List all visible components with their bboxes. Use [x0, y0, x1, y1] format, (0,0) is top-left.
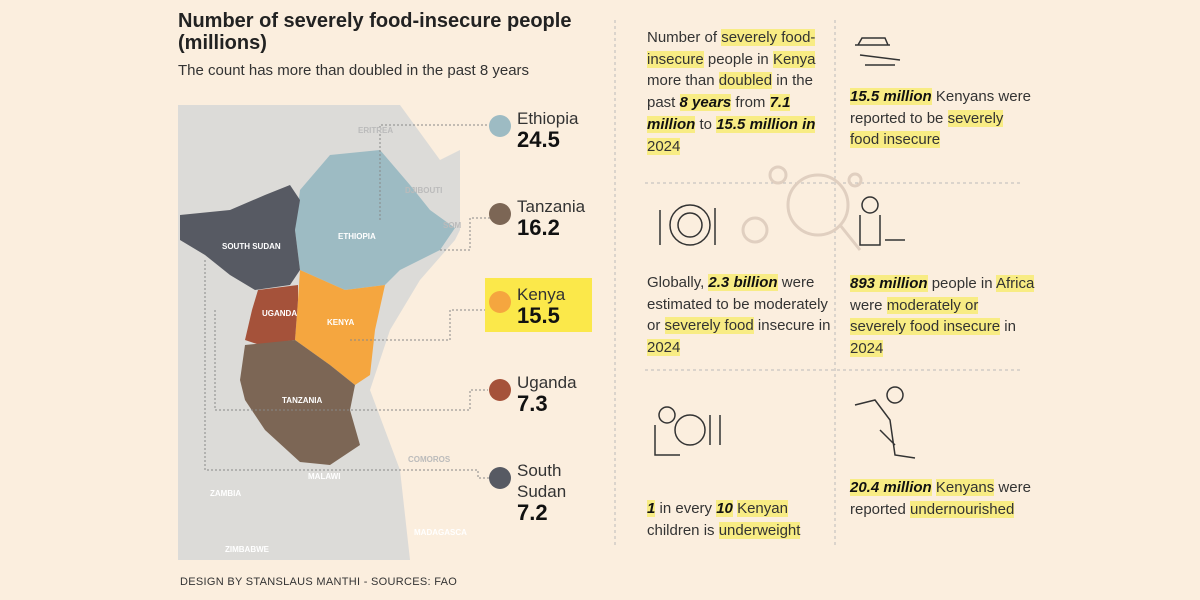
country-value: 7.2 [517, 500, 548, 525]
stat-text: 15.5 million Kenyans were reported to be… [850, 86, 1035, 151]
legend-dot [489, 379, 511, 401]
stat-text: 20.4 million Kenyans were reported under… [850, 477, 1035, 520]
region-ethiopia [295, 150, 455, 290]
footer: DESIGN BY STANSLAUS MANTHI - SOURCES: FA… [180, 576, 458, 588]
legend-item: Kenya 15.5 [517, 284, 597, 327]
stat-segment: Kenyan [737, 500, 788, 517]
legend-dot [489, 291, 511, 313]
stat-segment: Number of [647, 29, 722, 46]
stat-segment: undernourished [910, 500, 1015, 518]
legend-item: South Sudan 7.2 [517, 460, 597, 524]
country-name: Ethiopia [517, 109, 579, 128]
stat-segment: Africa [995, 275, 1035, 292]
map-label: ZIMBABWE [225, 545, 270, 554]
stat-segment: underweight [718, 521, 801, 539]
map-label: MADAGASCA [414, 528, 467, 537]
stat-segment: children is [647, 521, 719, 539]
stat-segment: 2.3 billion [708, 274, 778, 291]
stat-segment: doubled [718, 72, 773, 90]
country-name: South Sudan [517, 461, 567, 501]
legend-dots [489, 115, 511, 489]
country-value: 15.5 [517, 303, 560, 328]
map-label: KENYA [327, 318, 354, 327]
country-value: 7.3 [517, 391, 548, 416]
stat-segment: more than [647, 72, 719, 90]
stat-segment: Kenyans [935, 479, 995, 496]
stat-segment: Kenyans were reported to be [850, 88, 1031, 127]
country-name: Uganda [517, 373, 577, 392]
stat-text: 1 in every 10 Kenyan children is underwe… [647, 498, 832, 541]
map-label: SOM [443, 221, 462, 230]
legend-item: Uganda 7.3 [517, 372, 597, 415]
stat-segment: in the past [647, 72, 813, 112]
legend-item: Tanzania 16.2 [517, 196, 597, 239]
subtitle: The count has more than doubled in the p… [178, 62, 530, 79]
legend-item: Ethiopia 24.5 [517, 108, 597, 151]
stat-segment: from [731, 94, 770, 112]
map-label: SOUTH SUDAN [222, 242, 281, 251]
title: Number of severely food-insecure people … [178, 10, 572, 54]
stat-segment: Globally, [647, 274, 709, 291]
stat-segment: insecure in [753, 317, 831, 335]
legend-dot [489, 203, 511, 225]
stat-segment: 8 years [679, 94, 732, 112]
stat-segment: people in [927, 275, 996, 292]
stat-segment: 20.4 million [850, 479, 932, 496]
map-label: ZAMBIA [210, 489, 241, 498]
stat-segment: were [850, 296, 887, 314]
region-kenya [295, 270, 385, 385]
map-label: MALAWI [308, 472, 340, 481]
stat-segment: were reported [850, 479, 1031, 518]
stat-segment: severely food [664, 317, 754, 335]
map-label: COMOROS [408, 455, 451, 464]
stat-text: Number of severely food-insecure people … [647, 27, 832, 157]
map-label: ERITREA [358, 126, 393, 135]
map-label: DJIBOUTI [405, 186, 442, 195]
stat-text: 893 million people in Africa were modera… [850, 273, 1035, 360]
region-tanzania [240, 340, 360, 465]
stat-segment: 10 [716, 500, 733, 517]
region-uganda [245, 285, 298, 345]
leader-lines [204, 124, 490, 479]
country-value: 16.2 [517, 215, 560, 240]
stat-segment: 15.5 million in [716, 115, 816, 133]
map-label: ETHIOPIA [338, 232, 376, 241]
stat-segment: 15.5 million [850, 88, 932, 105]
logo [741, 165, 863, 251]
stat-segment: 1 [647, 500, 656, 517]
icons [654, 37, 916, 459]
dividers [614, 20, 1020, 545]
map-labels: ERITREA DJIBOUTI SOM ETHIOPIA SOUTH SUDA… [210, 126, 467, 554]
stat-segment: 2024 [647, 137, 681, 155]
stat-text: Globally, 2.3 billion were estimated to … [647, 272, 832, 359]
stat-segment: were estimated to be moderately or [647, 274, 828, 335]
country-value: 24.5 [517, 127, 560, 152]
legend-dot [489, 115, 511, 137]
map-label: UGANDA [262, 309, 297, 318]
country-name: Kenya [517, 285, 566, 304]
stat-segment: in every [655, 500, 717, 517]
stat-segment: 893 million [850, 275, 928, 292]
stat-segment: 2024 [850, 340, 884, 358]
map-sea [370, 105, 460, 560]
map-label: TANZANIA [282, 396, 323, 405]
stat-segment: to [695, 115, 717, 133]
stat-segment: in [1000, 318, 1016, 336]
stat-segment: 2024 [647, 339, 681, 357]
region-south-sudan [180, 185, 300, 290]
country-name: Tanzania [517, 197, 586, 216]
stat-segment: people in [703, 50, 773, 68]
legend-dot [489, 467, 511, 489]
stat-segment: Kenya [772, 50, 816, 68]
